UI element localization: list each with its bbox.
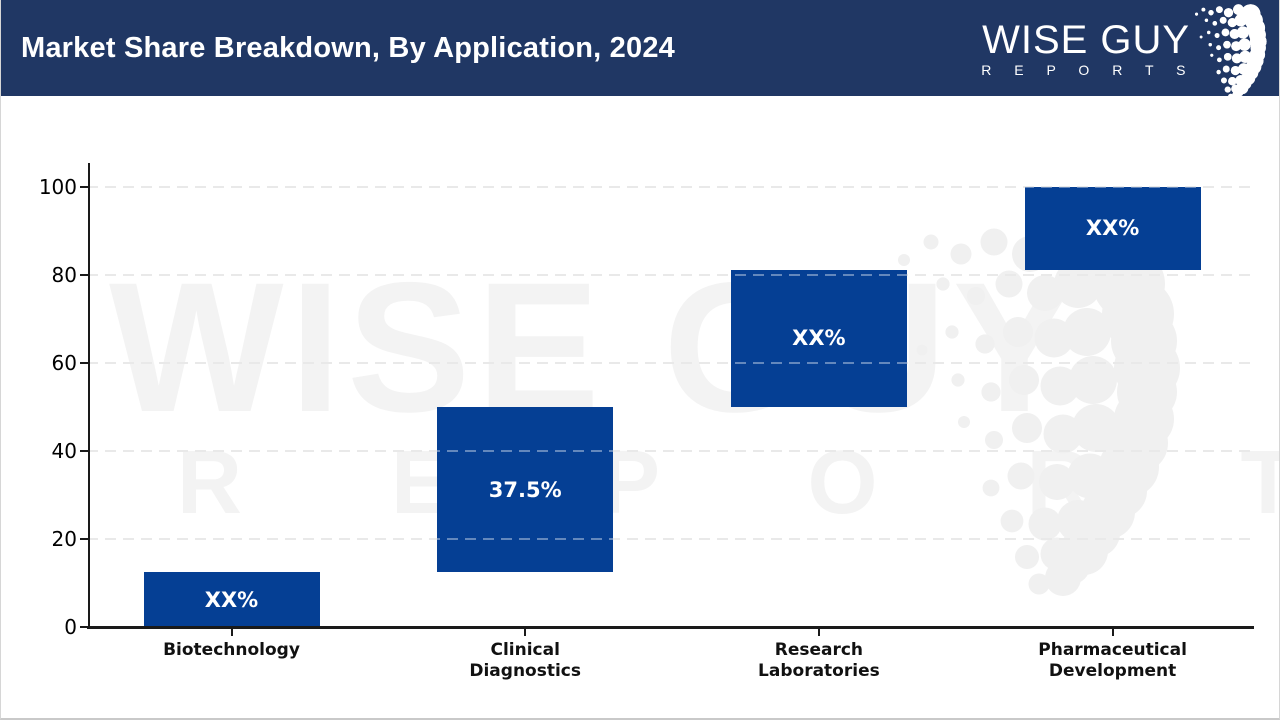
bar-value-label: XX% (792, 326, 846, 351)
gridline-overlay (87, 186, 1254, 188)
y-tick (80, 362, 88, 364)
gridline (87, 362, 1254, 364)
brand-logo-text: WISE GUY R E P O R T S (977, 20, 1195, 78)
gridline-overlay (87, 450, 1254, 452)
gridline (87, 538, 1254, 540)
bar-clinical-diagnostics: 37.5% (437, 407, 614, 572)
header-bar: Market Share Breakdown, By Application, … (1, 0, 1279, 96)
brand-name: WISE GUY (982, 18, 1191, 62)
x-category-label: Research Laboratories (758, 640, 880, 681)
bar-value-label: XX% (1085, 216, 1140, 241)
y-axis-line (88, 163, 90, 629)
gridline (87, 274, 1254, 276)
bar-pharmaceutical-development: XX% (1024, 187, 1201, 270)
gridline-overlay (87, 274, 1254, 276)
y-tick-label: 100 (38, 175, 77, 199)
x-category-label: Pharmaceutical Development (1038, 640, 1187, 681)
y-tick (80, 186, 88, 188)
y-tick (80, 626, 88, 628)
y-tick (80, 538, 88, 540)
gridline (87, 450, 1254, 452)
y-tick-label: 0 (64, 615, 77, 639)
y-tick-label: 60 (51, 351, 77, 375)
x-axis-line (87, 626, 1254, 629)
brand-subtitle: R E P O R T S (981, 62, 1195, 78)
y-tick-label: 80 (51, 263, 77, 287)
brand-logo: WISE GUY R E P O R T S (981, 0, 1273, 96)
bar-biotechnology: XX% (143, 572, 320, 627)
page-title: Market Share Breakdown, By Application, … (21, 31, 675, 64)
watermark-dot-face (898, 221, 1180, 596)
brand-dot-face-icon (1195, 4, 1267, 96)
x-tick (1111, 629, 1114, 636)
x-tick (817, 629, 820, 636)
x-category-label: Biotechnology (163, 640, 300, 660)
x-tick (524, 629, 527, 636)
bar-value-label: 37.5% (488, 477, 562, 502)
x-tick (230, 629, 233, 636)
y-tick-label: 20 (51, 527, 77, 551)
x-category-label: Clinical Diagnostics (469, 640, 581, 681)
gridline (87, 186, 1254, 188)
y-tick (80, 450, 88, 452)
gridline-overlay (87, 362, 1254, 364)
gridline-overlay (87, 538, 1254, 540)
bar-research-laboratories: XX% (730, 269, 907, 407)
y-tick (80, 274, 88, 276)
y-tick-label: 40 (51, 439, 77, 463)
bar-value-label: XX% (204, 587, 259, 612)
